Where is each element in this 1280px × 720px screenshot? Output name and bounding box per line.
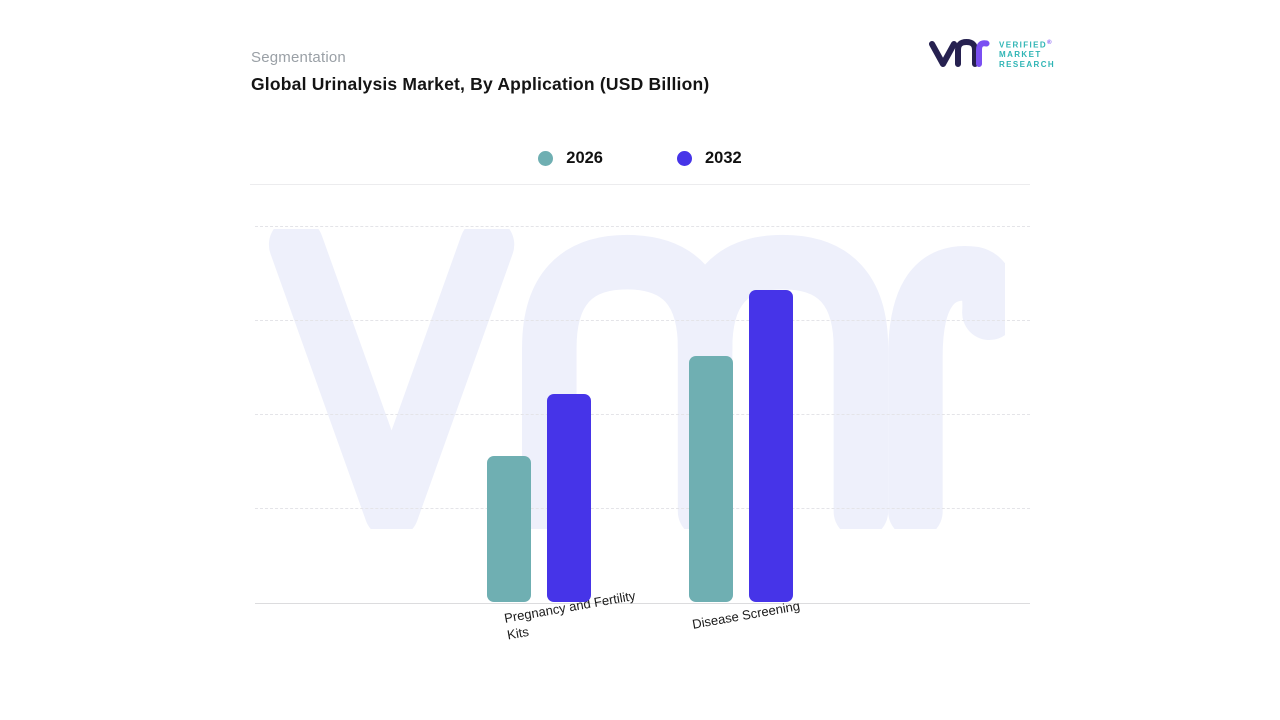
legend-label-2032: 2032: [705, 149, 742, 167]
legend-item-2026: 2026: [538, 149, 603, 168]
plot-area: Pregnancy and Fertility Kits Disease Scr…: [255, 225, 1030, 642]
bar-2032-disease-screening: [749, 290, 793, 602]
gridline-4: [255, 226, 1030, 227]
legend-label-2026: 2026: [566, 149, 603, 167]
vmr-logo: VERIFIED® MARKET RESEARCH: [928, 36, 1055, 72]
chart-legend: 2026 2032: [250, 149, 1030, 168]
bar-2026-disease-screening: [689, 356, 733, 602]
vmr-logo-mark-icon: [929, 39, 990, 67]
gridline-2: [255, 414, 1030, 415]
header-divider: [250, 184, 1030, 185]
segmentation-eyebrow: Segmentation: [251, 49, 346, 66]
vmr-logo-text: VERIFIED® MARKET RESEARCH: [999, 39, 1056, 70]
bar-2026-pregnancy-fertility-kits: [487, 456, 531, 602]
chart-title: Global Urinalysis Market, By Application…: [251, 74, 710, 94]
gridline-1: [255, 508, 1030, 509]
legend-item-2032: 2032: [677, 149, 742, 168]
vmr-watermark-icon: [268, 229, 1005, 529]
legend-dot-2026-icon: [538, 151, 554, 166]
bar-2032-pregnancy-fertility-kits: [547, 394, 591, 602]
gridline-3: [255, 320, 1030, 321]
legend-dot-2032-icon: [677, 151, 692, 166]
registered-trademark: ®: [1047, 39, 1052, 46]
